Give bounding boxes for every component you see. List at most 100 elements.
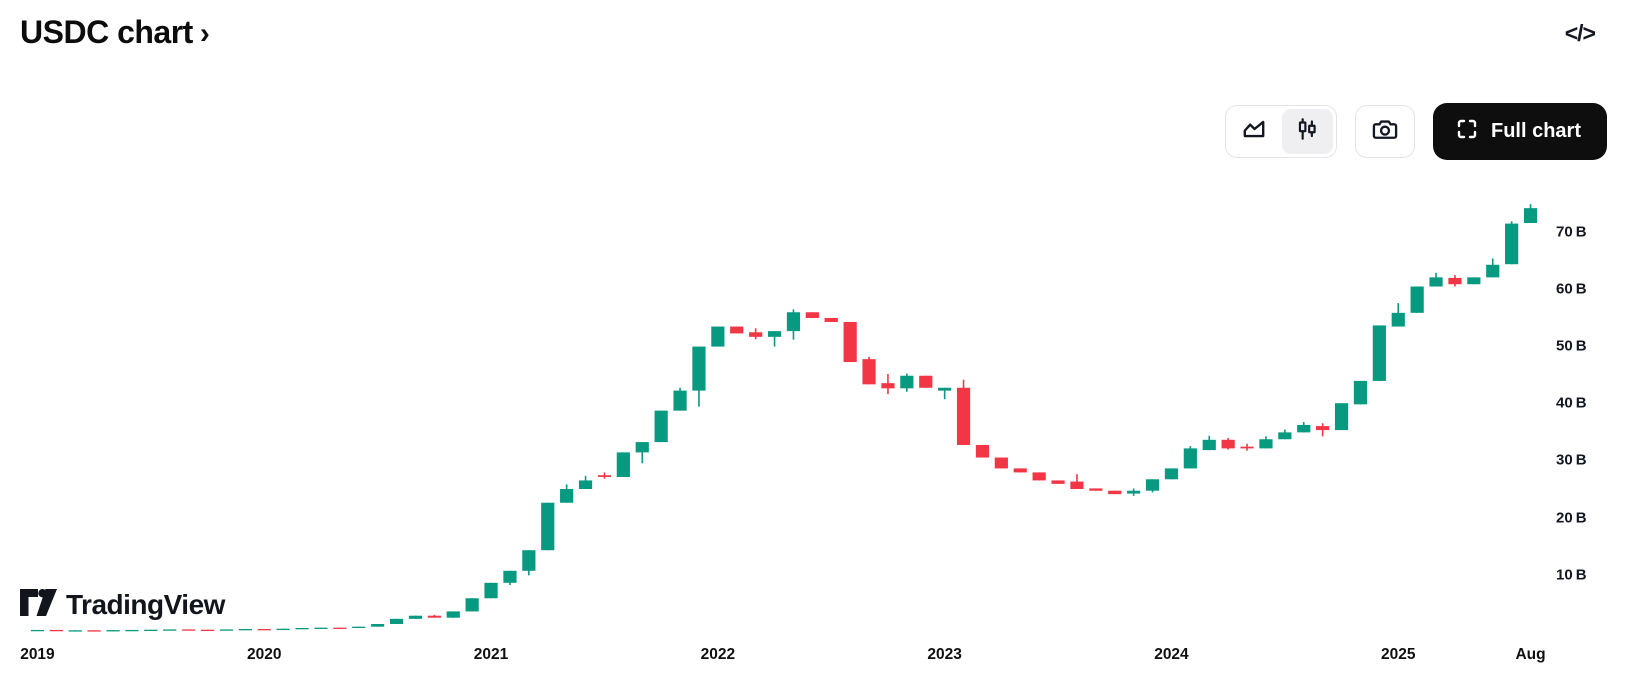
candle-2024-02 [1183,448,1197,469]
tradingview-logo-text: TradingView [66,589,225,620]
candle-2023-12 [1145,479,1160,491]
candle-2025-03 [1429,277,1443,287]
candle-2022-02 [730,326,744,334]
tradingview-mark-icon [20,588,57,622]
candle-2022-08 [843,321,857,363]
candle-2024-07 [1278,432,1292,440]
embed-code-icon[interactable]: </> [1564,20,1596,46]
fullscreen-icon [1455,117,1479,146]
candle-2024-04 [1221,439,1235,449]
candle-2025-02 [1410,286,1424,313]
camera-icon [1371,115,1399,148]
candle-2023-11 [1127,490,1141,494]
candle-2020-09 [408,615,423,619]
candle-2022-04 [767,331,782,337]
x-tick-label: 2019 [20,646,55,663]
y-tick-label: 50 B [1556,337,1587,355]
candle-2023-10 [1108,490,1122,495]
x-tick-label: 2023 [927,646,962,663]
candle-2020-06 [352,626,366,628]
candle-2022-10 [881,383,895,389]
candle-2025-04 [1448,277,1462,285]
candle-2020-11 [446,611,460,618]
candle-2021-01 [484,582,498,599]
area-chart-button[interactable] [1229,109,1280,154]
candle-2021-04 [541,502,555,551]
candle-2023-04 [994,457,1008,469]
full-chart-button[interactable]: Full chart [1432,103,1607,160]
candle-2021-10 [654,410,668,443]
candle-2024-06 [1259,439,1273,449]
candle-2019-03 [68,630,82,632]
candle-2023-01 [938,387,952,391]
y-tick-label: 20 B [1556,509,1587,527]
candlestick-chart-button[interactable] [1281,109,1333,154]
candle-2020-02 [276,628,290,631]
candle-2024-11 [1353,380,1368,405]
candle-2020-07 [371,623,385,627]
candle-2020-10 [427,615,441,618]
candle-2020-08 [389,618,404,624]
candle-2021-06 [578,480,593,489]
candle-2021-02 [503,570,517,583]
candlestick-icon [1294,116,1320,147]
candle-2019-07 [144,629,158,632]
title-link[interactable]: USDC chart › [20,14,210,51]
x-tick-label: Aug [1515,646,1546,663]
candle-2022-09 [862,359,876,385]
full-chart-label: Full chart [1490,120,1581,142]
x-tick-label: 2022 [700,646,736,663]
x-tick-label: 2024 [1154,646,1189,663]
candle-2020-01 [257,629,271,631]
candle-2023-08 [1070,481,1084,489]
candle-2019-06 [125,629,139,632]
candle-2022-12 [919,375,933,388]
candle-2024-03 [1202,439,1216,451]
candle-2023-06 [1032,472,1046,481]
candle-2022-11 [900,375,914,389]
candle-2024-08 [1297,424,1311,433]
candle-2022-05 [786,312,801,332]
candle-2023-07 [1051,480,1065,484]
candle-2024-10 [1334,403,1349,431]
candle-2021-05 [560,489,574,503]
candle-2021-12 [692,346,706,391]
candle-2023-03 [975,444,990,458]
candle-2022-01 [711,326,725,347]
candle-2019-05 [106,630,120,632]
candle-2025-01 [1391,312,1405,327]
candle-2025-05 [1467,277,1481,285]
y-tick-label: 60 B [1556,280,1587,298]
candle-2019-09 [182,629,196,631]
candle-2021-11 [673,390,687,411]
chart-toolbar: Full chart [1224,103,1607,160]
candle-2020-03 [295,627,309,630]
tradingview-logo[interactable]: TradingView [20,588,225,622]
y-tick-label: 40 B [1556,394,1587,412]
y-tick-label: 10 B [1556,566,1587,584]
candle-2023-09 [1089,488,1103,491]
candle-2021-07 [597,475,612,477]
candle-2019-04 [87,630,101,632]
chevron-right-icon: › [199,16,210,50]
candle-2019-08 [163,629,177,631]
page-title: USDC chart [20,14,193,50]
candle-2019-11 [219,629,234,631]
candle-2019-01 [30,629,45,632]
y-tick-label: 70 B [1556,223,1587,241]
candle-2023-02 [956,387,971,445]
candle-2024-01 [1164,468,1179,480]
candle-2020-12 [465,598,479,612]
area-chart-icon [1241,116,1267,147]
chart-type-switcher [1224,105,1337,158]
y-tick-label: 30 B [1556,451,1587,469]
x-tick-label: 2021 [473,646,509,663]
candle-2024-12 [1372,325,1386,381]
candle-2020-05 [333,627,347,629]
snapshot-button[interactable] [1354,105,1415,158]
candle-2021-09 [635,442,649,453]
candle-2025-07 [1505,223,1519,265]
candle-2019-12 [238,629,252,631]
candle-2019-02 [49,629,63,632]
